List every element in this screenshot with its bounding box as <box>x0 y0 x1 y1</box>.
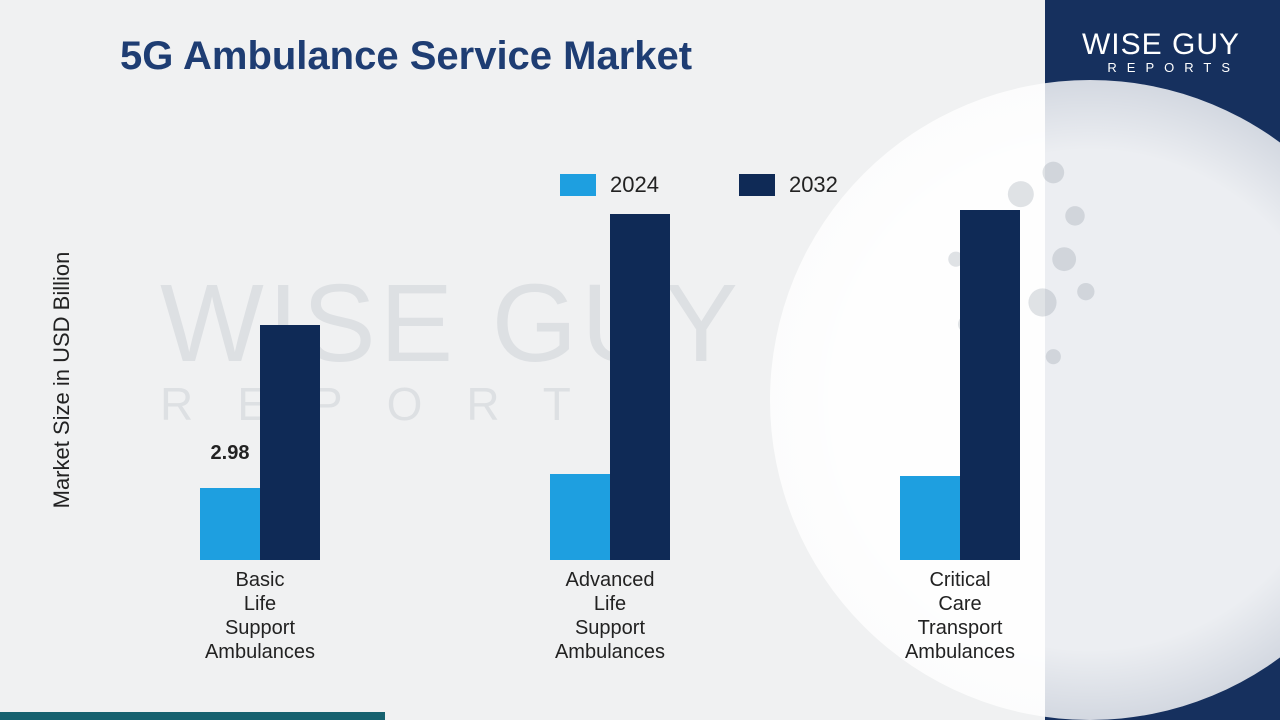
legend-swatch-2024 <box>560 174 596 196</box>
category-label: BasicLifeSupportAmbulances <box>180 560 340 664</box>
legend-swatch-2032 <box>739 174 775 196</box>
legend-label-2032: 2032 <box>789 172 838 198</box>
legend-item-2024: 2024 <box>560 172 659 198</box>
chart-canvas: WISE GUY REPORTS WISE GUY REPORTS 5G Amb… <box>0 0 1280 720</box>
brand-logo-main: WISE GUY <box>1082 28 1240 62</box>
bar-value-label: 2.98 <box>211 442 250 465</box>
chart-title: 5G Ambulance Service Market <box>120 34 692 79</box>
plot-area: 2.98BasicLifeSupportAmbulancesAdvancedLi… <box>130 200 1010 560</box>
brand-logo-sub: REPORTS <box>1082 60 1240 75</box>
bar-2024 <box>900 476 960 560</box>
bottom-accent-bar <box>0 712 385 720</box>
legend: 2024 2032 <box>560 172 838 198</box>
category-label: AdvancedLifeSupportAmbulances <box>530 560 690 664</box>
bar-2032 <box>260 325 320 560</box>
bar-2024 <box>550 474 610 560</box>
legend-label-2024: 2024 <box>610 172 659 198</box>
bar-2032 <box>960 210 1020 560</box>
brand-logo: WISE GUY REPORTS <box>1082 28 1240 75</box>
category-label: CriticalCareTransportAmbulances <box>880 560 1040 664</box>
legend-item-2032: 2032 <box>739 172 838 198</box>
y-axis-label: Market Size in USD Billion <box>49 252 75 509</box>
bar-2032 <box>610 214 670 560</box>
bar-2024 <box>200 488 260 560</box>
